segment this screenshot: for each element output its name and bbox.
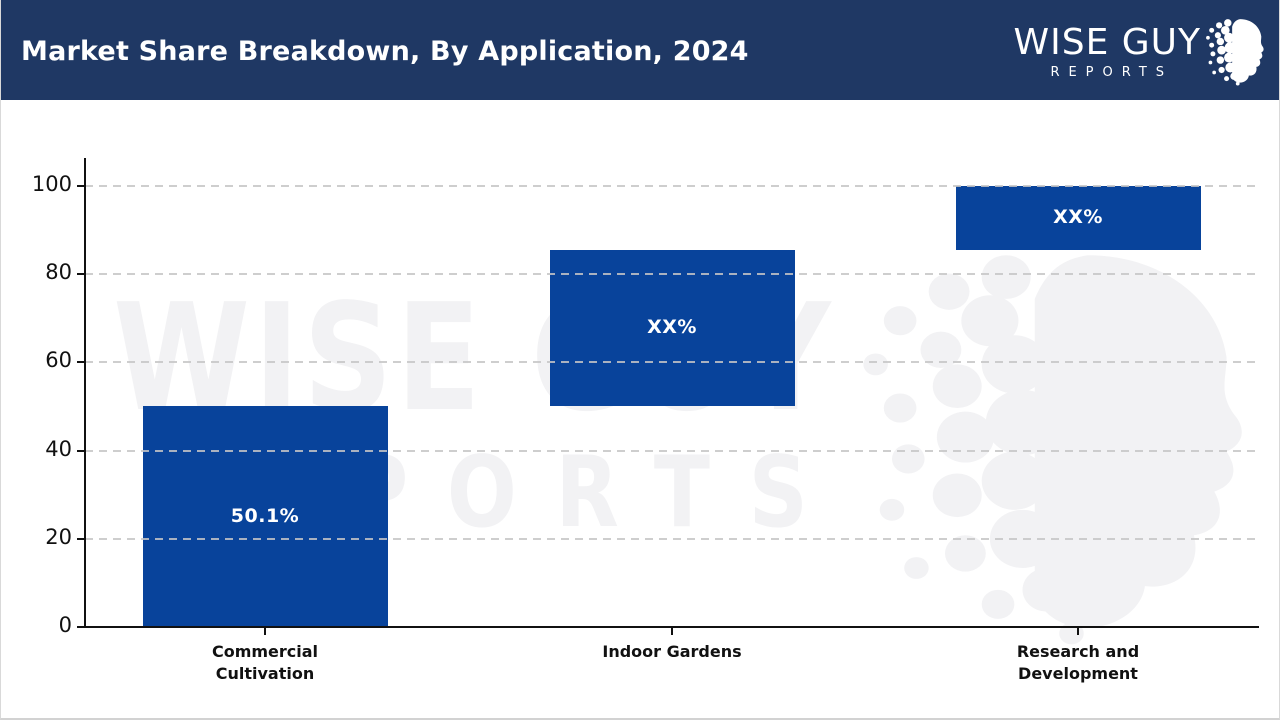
gridline-40: [85, 449, 1259, 452]
logo-text-block: WISE GUY REPORTS: [1013, 21, 1202, 80]
y-tick-mark: [77, 537, 85, 540]
chart-plot-area: 50.1% XX% XX% 0 20 40 60 80 100 Commercial Cultiv…: [1, 100, 1279, 718]
y-tick-label: 80: [45, 260, 72, 285]
y-tick-label: 60: [45, 348, 72, 373]
logo-name-text: WISE GUY: [1013, 21, 1201, 63]
y-tick-label: 100: [31, 172, 72, 196]
x-axis-line: [84, 626, 1259, 628]
gridline-80: [85, 273, 1259, 276]
logo-reports-text: REPORTS: [1050, 64, 1174, 80]
logo-head-icon: [1206, 19, 1264, 86]
bar-segment-2: XX%: [955, 186, 1201, 250]
x-category-label: Research and Development: [1016, 642, 1140, 683]
x-tick-mark: [264, 628, 266, 635]
x-tick-mark: [671, 628, 673, 635]
y-axis-line: [84, 158, 86, 628]
y-tick-mark: [77, 273, 85, 276]
bar-value-label: XX%: [647, 316, 697, 339]
header-bar: Market Share Breakdown, By Application, …: [1, 0, 1279, 100]
y-tick-label: 40: [45, 436, 72, 461]
gridline-100: [85, 185, 1259, 187]
bar-value-label: 50.1%: [230, 504, 300, 527]
y-tick-mark: [77, 449, 85, 452]
y-tick-mark: [77, 626, 85, 628]
chart-title: Market Share Breakdown, By Application, …: [21, 36, 749, 67]
bar-segment-0: 50.1%: [142, 406, 388, 627]
bar-segment-1: XX%: [549, 249, 795, 407]
y-tick-mark: [77, 361, 85, 364]
gridline-20: [85, 537, 1259, 540]
x-category-label: Indoor Gardens: [602, 642, 742, 661]
gridline-60: [85, 361, 1259, 364]
y-tick-mark: [77, 185, 85, 187]
y-tick-label: 20: [45, 524, 72, 549]
x-tick-mark: [1077, 628, 1079, 635]
bar-value-label: XX%: [1053, 206, 1103, 229]
y-tick-label: 0: [58, 613, 72, 637]
wiseguy-reports-logo: WISE GUY REPORTS: [1014, 10, 1266, 94]
x-category-label: Commercial Cultivation: [211, 642, 319, 683]
